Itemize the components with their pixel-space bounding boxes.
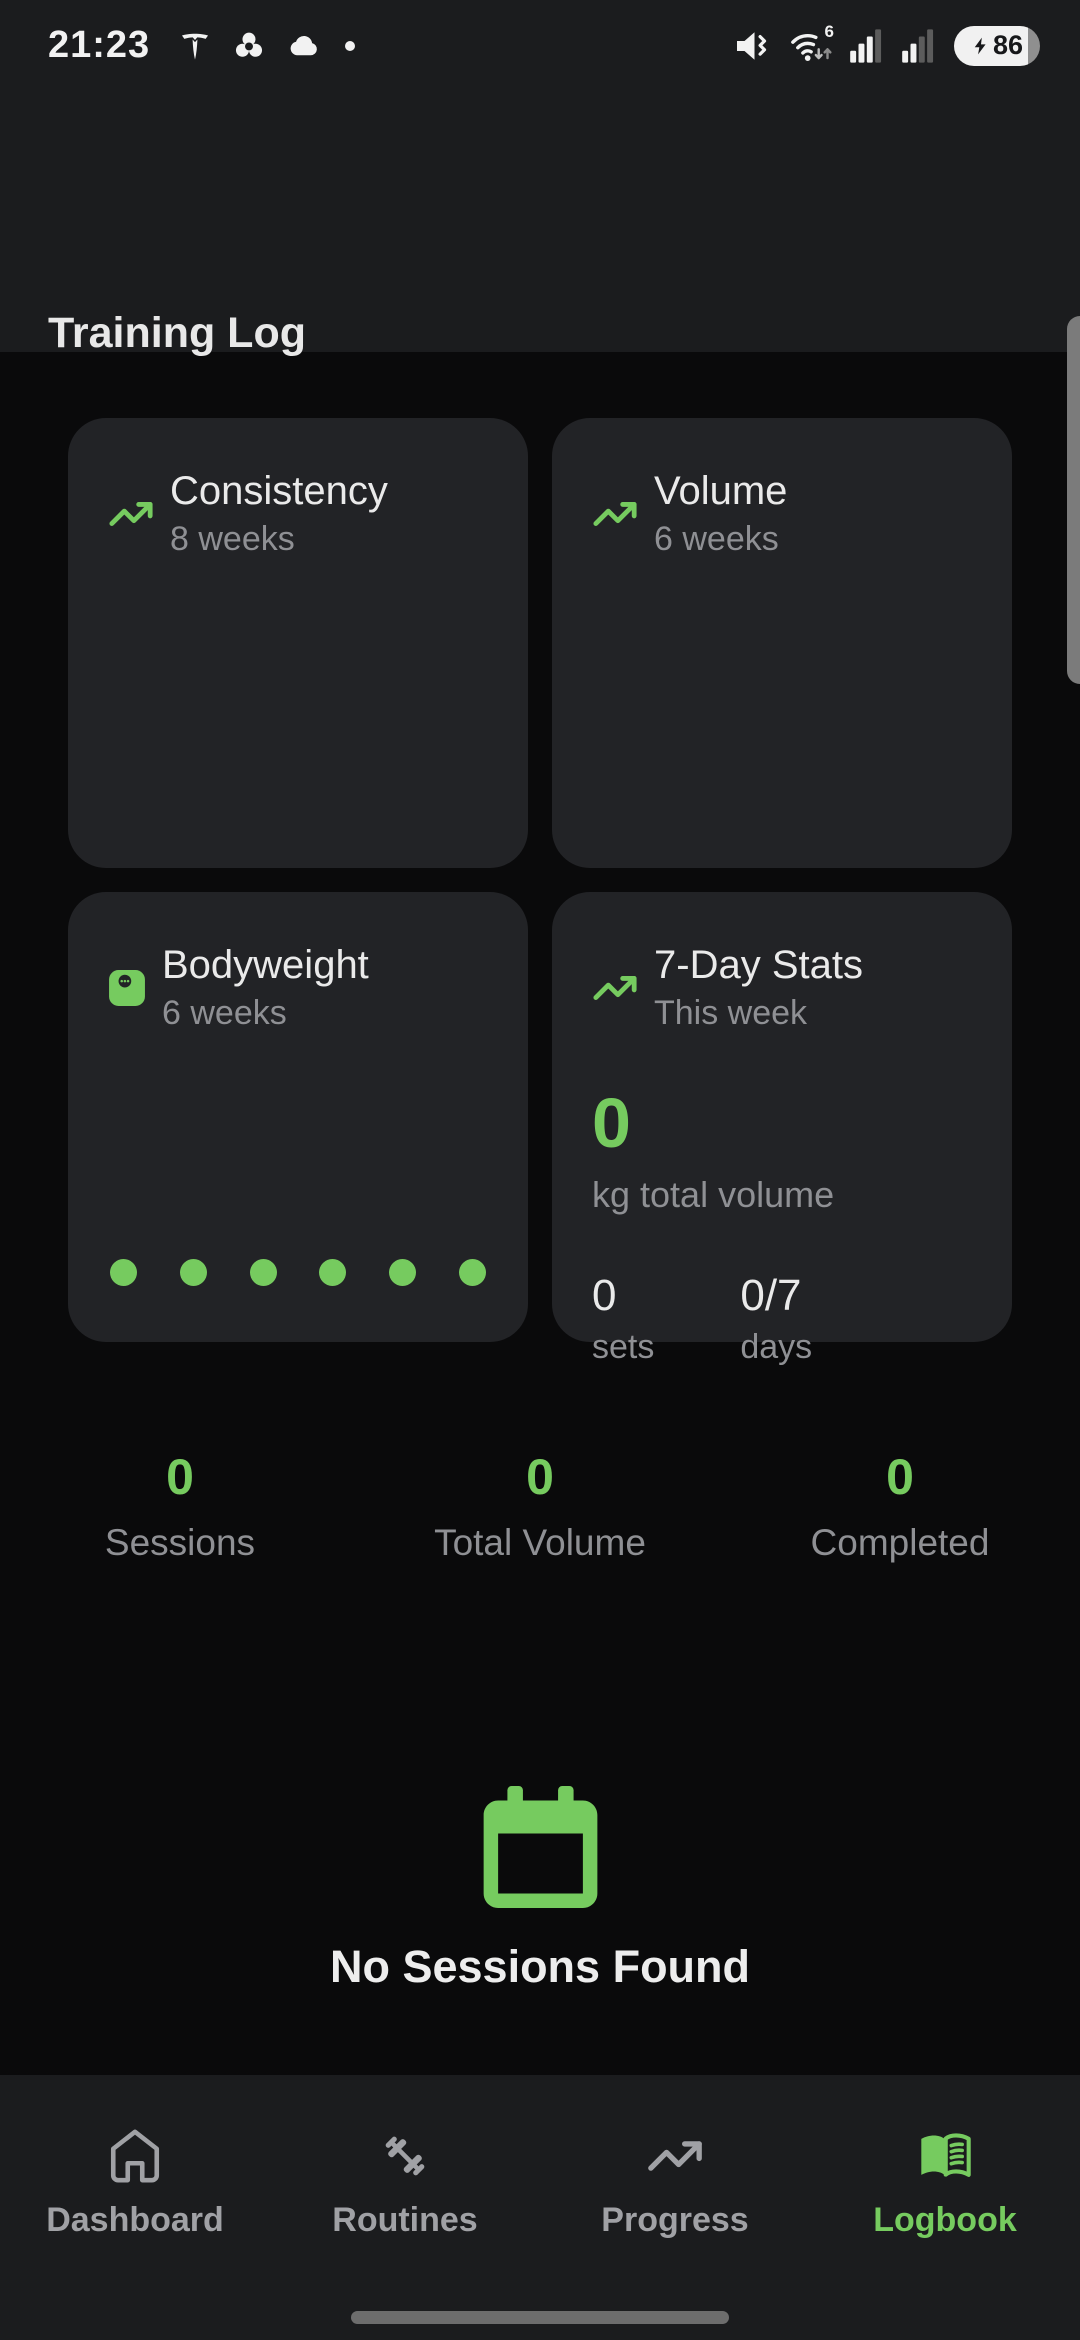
total-volume-stat: 0 Total Volume	[360, 1452, 720, 1564]
weekly-days-label: days	[740, 1328, 813, 1367]
bodyweight-data-dot	[458, 1259, 486, 1286]
total-volume-value: 0	[526, 1449, 554, 1505]
cloud-icon	[290, 35, 318, 55]
trending-up-icon	[593, 501, 637, 526]
card-title: Bodyweight	[162, 943, 369, 987]
charging-bolt-icon	[974, 37, 986, 54]
stats-card-grid: Consistency 8 weeks Volume 6 weeks	[68, 418, 1012, 1366]
mute-vibrate-icon	[737, 31, 767, 60]
weekly-days-value: 0/7	[740, 1270, 802, 1320]
completed-value: 0	[886, 1449, 914, 1505]
bodyweight-dot-chart	[110, 1259, 486, 1286]
weekly-sets-value: 0	[592, 1270, 617, 1320]
bodyweight-data-dot	[110, 1259, 137, 1286]
trending-up-icon	[593, 975, 637, 1000]
calendar-icon	[483, 1786, 597, 1908]
scale-icon	[109, 969, 145, 1006]
tesla-icon	[182, 33, 209, 60]
bottom-nav: Dashboard Routines Progress	[0, 2075, 1080, 2340]
consistency-card[interactable]: Consistency 8 weeks	[68, 418, 528, 868]
weekly-sets-stat: 0 sets	[592, 1270, 655, 1367]
signal-bars-icon	[902, 28, 934, 63]
app-header: Training Log	[0, 85, 1080, 357]
gesture-handle[interactable]	[351, 2311, 729, 2324]
sessions-label: Sessions	[104, 1522, 256, 1563]
weekly-volume-label: kg total volume	[592, 1173, 835, 1215]
scrollbar-thumb[interactable]	[1067, 316, 1080, 684]
home-icon	[110, 2129, 160, 2183]
nav-item-dashboard[interactable]: Dashboard	[0, 2127, 270, 2340]
wifi-icon: 6	[788, 21, 834, 68]
card-subtitle: 8 weeks	[170, 520, 295, 558]
bodyweight-data-dot	[389, 1259, 417, 1286]
dumbbell-icon	[385, 2136, 425, 2176]
nav-label: Dashboard	[46, 2201, 224, 2239]
empty-state: No Sessions Found	[0, 1786, 1080, 1993]
bodyweight-data-dot	[249, 1259, 277, 1286]
card-subtitle: 6 weeks	[162, 994, 287, 1032]
status-bar: 21:23	[0, 0, 1080, 85]
dot-icon	[345, 40, 356, 51]
nav-label: Logbook	[873, 2201, 1017, 2239]
seven-day-stats-card[interactable]: 7-Day Stats This week 0 kg total volume …	[552, 892, 1012, 1366]
nav-item-logbook[interactable]: Logbook	[810, 2127, 1080, 2340]
summary-stats-row: 0 Sessions 0 Total Volume 0 Completed	[0, 1452, 1080, 1564]
total-volume-label: Total Volume	[434, 1522, 646, 1563]
nav-item-progress[interactable]: Progress	[540, 2127, 810, 2340]
card-title: 7-Day Stats	[654, 943, 863, 987]
notification-icons	[178, 29, 358, 63]
volume-card[interactable]: Volume 6 weeks	[552, 418, 1012, 868]
page-title: Training Log	[48, 309, 306, 357]
card-title: Volume	[654, 469, 788, 513]
bodyweight-data-dot	[319, 1259, 347, 1286]
nav-label: Routines	[332, 2201, 478, 2239]
completed-stat: 0 Completed	[720, 1452, 1080, 1564]
book-icon	[921, 2133, 971, 2177]
bodyweight-card[interactable]: Bodyweight 6 weeks	[68, 892, 528, 1342]
sessions-value: 0	[166, 1449, 194, 1505]
battery-percent: 86	[992, 30, 1024, 60]
battery-icon: 86	[954, 25, 1040, 66]
sessions-stat: 0 Sessions	[0, 1452, 360, 1564]
card-title: Consistency	[170, 469, 388, 513]
bodyweight-data-dot	[179, 1259, 207, 1286]
card-subtitle: 6 weeks	[654, 520, 779, 558]
weekly-days-stat: 0/7 days	[740, 1270, 813, 1367]
trending-up-icon	[648, 2141, 702, 2171]
wifi-generation-label: 6	[824, 21, 834, 41]
clock: 21:23	[48, 24, 151, 66]
weekly-sets-label: sets	[592, 1328, 655, 1367]
card-subtitle: This week	[654, 994, 808, 1032]
system-indicators: 6 86	[732, 21, 1040, 68]
weekly-volume-value: 0	[592, 1083, 631, 1162]
completed-label: Completed	[810, 1522, 990, 1563]
nav-item-routines[interactable]: Routines	[270, 2127, 540, 2340]
nav-label: Progress	[601, 2201, 749, 2239]
fan-icon	[236, 32, 263, 57]
empty-state-title: No Sessions Found	[329, 1941, 751, 1992]
trending-up-icon	[109, 501, 153, 526]
signal-bars-icon	[850, 28, 882, 63]
